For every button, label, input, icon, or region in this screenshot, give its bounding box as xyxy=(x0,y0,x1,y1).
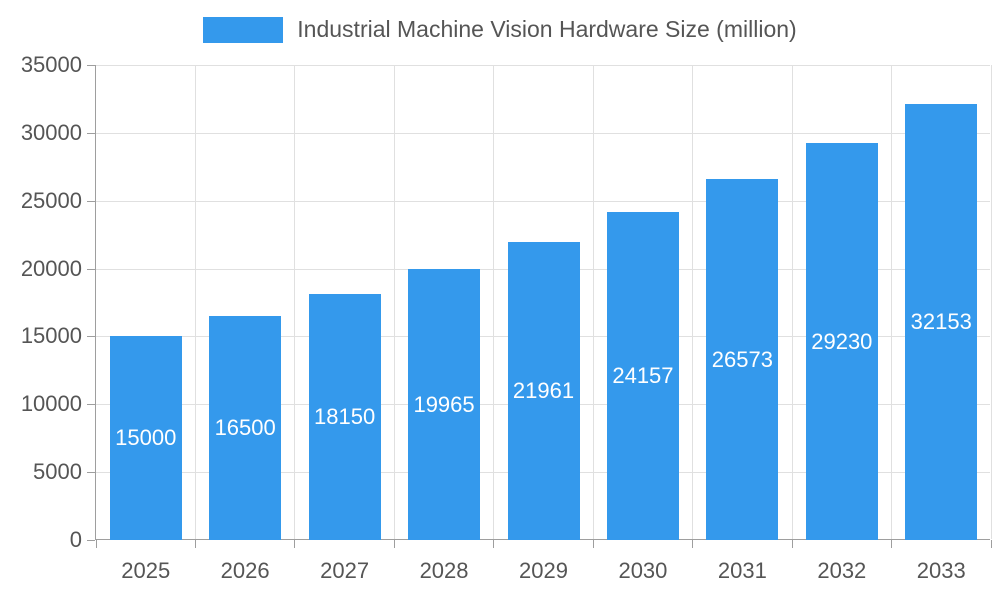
bar-value-label: 29230 xyxy=(811,328,873,354)
bar-2031 xyxy=(706,179,779,540)
y-axis-tick xyxy=(87,200,95,202)
bar-value-label: 26573 xyxy=(711,346,773,372)
bar-2032 xyxy=(805,143,878,540)
y-axis-label: 30000 xyxy=(20,119,82,145)
bar-2029 xyxy=(507,241,580,540)
x-gridline xyxy=(990,65,992,539)
x-axis-label: 2032 xyxy=(817,558,867,583)
x-axis-tick xyxy=(194,540,196,548)
y-axis-tick xyxy=(87,404,95,406)
y-axis-label: 5000 xyxy=(33,459,82,485)
x-gridline xyxy=(194,65,196,539)
x-gridline xyxy=(294,65,296,539)
chart-legend[interactable]: Industrial Machine Vision Hardware Size … xyxy=(0,16,1000,43)
y-axis-label: 0 xyxy=(69,527,82,552)
x-gridline xyxy=(692,65,694,539)
x-gridline xyxy=(592,65,594,539)
x-axis-label: 2026 xyxy=(220,558,270,583)
y-axis-label: 15000 xyxy=(20,323,82,349)
bar-value-label: 18150 xyxy=(314,403,376,429)
y-axis-tick xyxy=(87,540,95,541)
y-axis-tick xyxy=(87,472,95,474)
bar-2025 xyxy=(109,336,182,540)
y-axis-tick xyxy=(87,336,95,338)
bar-value-label: 15000 xyxy=(115,425,177,451)
x-axis-tick xyxy=(294,540,296,548)
x-axis-label: 2027 xyxy=(320,558,370,583)
x-axis-label: 2031 xyxy=(717,558,767,583)
x-axis-label: 2028 xyxy=(419,558,469,583)
x-gridline xyxy=(891,65,893,539)
bar-2026 xyxy=(209,316,282,540)
y-axis-tick xyxy=(87,65,95,66)
bar-value-label: 21961 xyxy=(512,377,575,403)
y-axis-label: 10000 xyxy=(20,391,82,417)
x-axis-tick xyxy=(592,540,594,548)
y-axis-label: 25000 xyxy=(20,187,82,213)
x-gridline xyxy=(791,65,793,539)
x-axis-tick xyxy=(990,540,992,548)
y-axis-tick xyxy=(87,132,95,134)
x-axis-tick xyxy=(95,540,97,548)
x-axis-tick xyxy=(393,540,395,548)
y-gridline xyxy=(96,65,990,66)
bar-value-label: 32153 xyxy=(910,308,972,334)
y-axis-tick xyxy=(87,268,95,270)
x-axis-label: 2030 xyxy=(618,558,668,583)
x-axis-label: 2029 xyxy=(519,558,568,583)
y-axis-label: 20000 xyxy=(20,255,82,281)
bar-value-label: 16500 xyxy=(214,415,276,441)
x-axis-label: 2033 xyxy=(916,558,966,583)
bar-2033 xyxy=(905,103,978,540)
x-axis-tick xyxy=(493,540,495,548)
y-gridline xyxy=(96,132,990,134)
chart-title: Industrial Machine Vision Hardware Size … xyxy=(297,16,797,42)
x-axis-tick xyxy=(791,540,793,548)
bar-value-label: 24157 xyxy=(612,363,674,389)
x-gridline xyxy=(493,65,495,539)
plot-area: 0 5000 10000 15000 20000 25000 30000 35000 15000… xyxy=(21,52,992,583)
x-axis-tick xyxy=(692,540,694,548)
y-axis-label: 35000 xyxy=(20,52,82,77)
legend-swatch-icon xyxy=(203,16,284,43)
y-gridline xyxy=(96,200,990,202)
x-axis-tick xyxy=(891,540,893,548)
bar-2027 xyxy=(308,293,381,540)
x-axis-label: 2025 xyxy=(121,558,171,583)
bar-2028 xyxy=(408,269,481,540)
x-gridline xyxy=(393,65,395,539)
bar-2030 xyxy=(606,212,679,540)
bar-value-label: 19965 xyxy=(413,391,475,417)
